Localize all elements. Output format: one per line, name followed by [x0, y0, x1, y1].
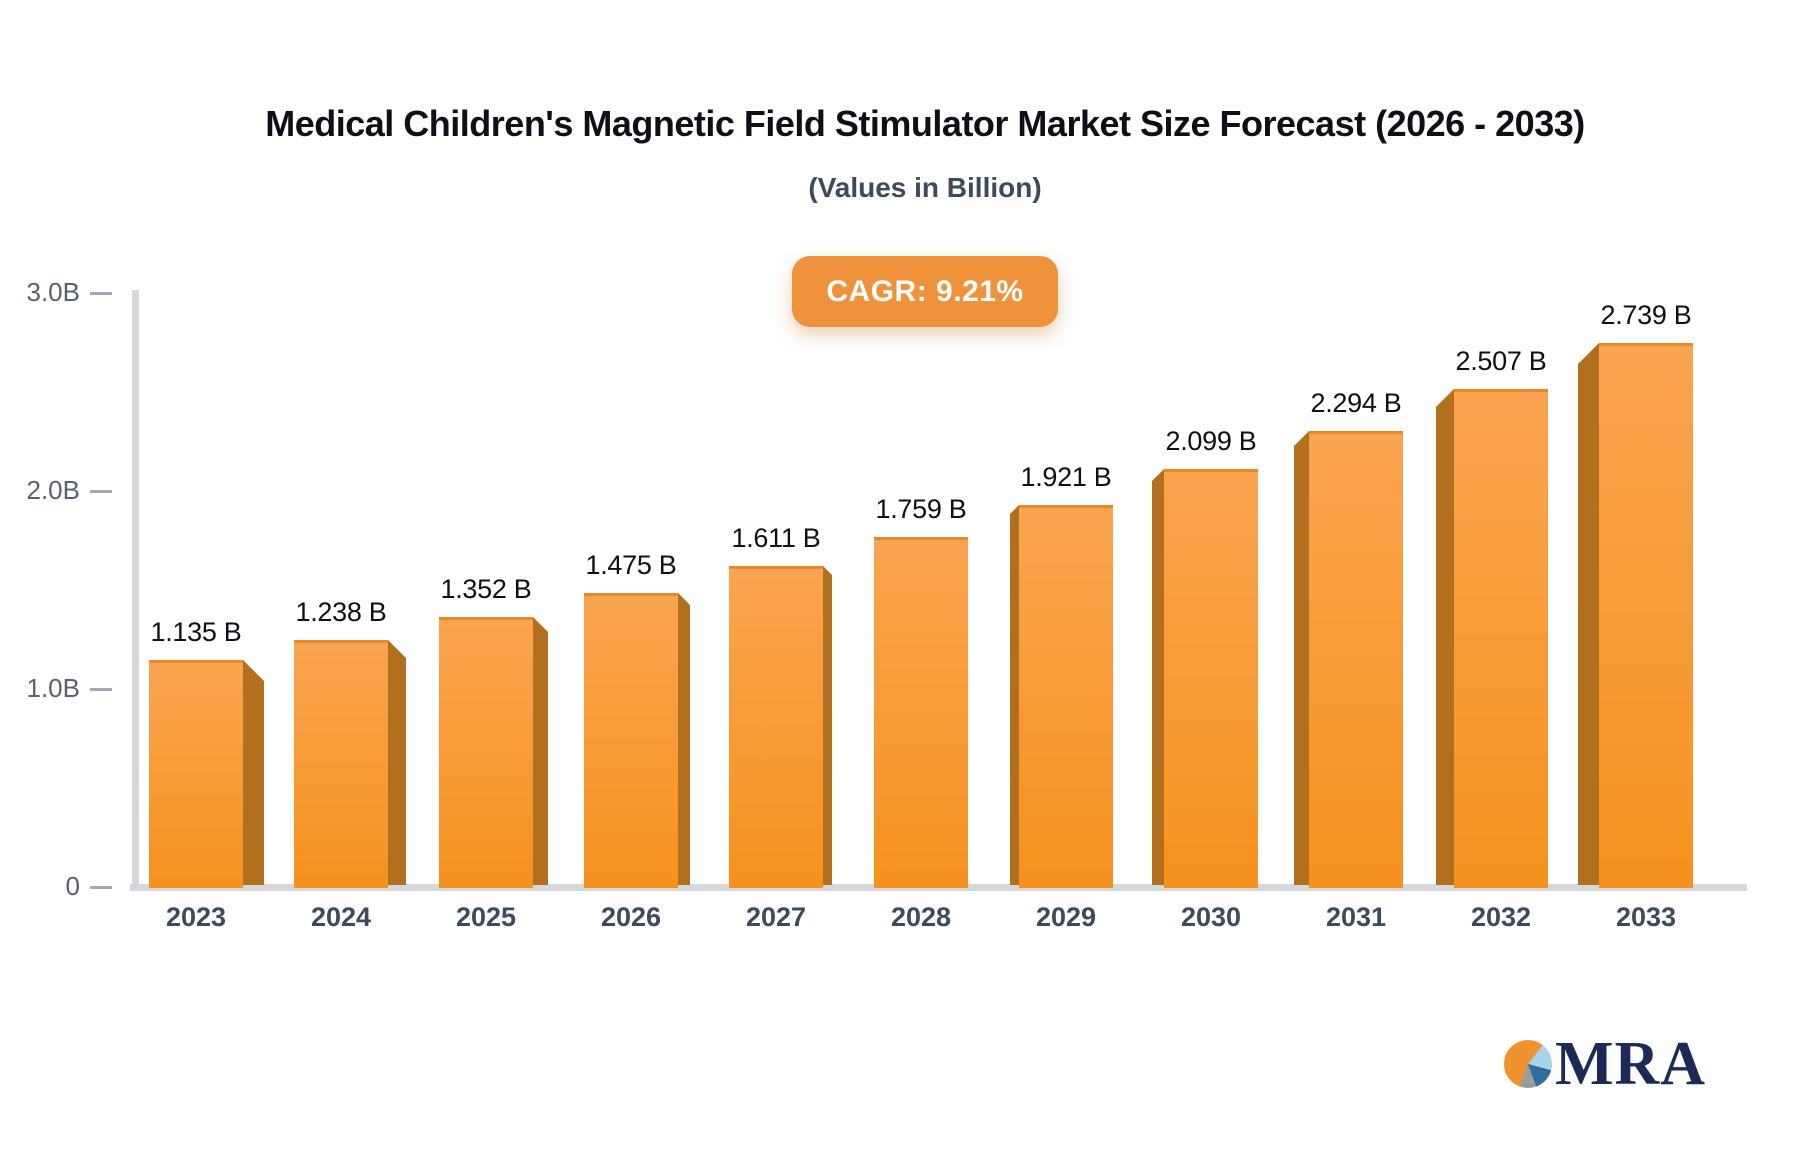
bar-side-face-2029 [1010, 505, 1019, 885]
y-tick-label-1.0B: 1.0B [26, 673, 81, 703]
bar-2031[interactable] [1309, 431, 1403, 888]
bar-side-face-2032 [1436, 389, 1454, 885]
bar-side-face-2023 [243, 660, 264, 885]
bar-side-face-2027 [823, 566, 832, 885]
bar-side-face-2031 [1294, 431, 1309, 885]
y-tick-label-0: 0 [65, 871, 80, 901]
x-tick-label-2023: 2023 [165, 902, 227, 932]
x-tick-label-2028: 2028 [890, 902, 952, 932]
bar-value-label-2027: 1.611 B [731, 523, 821, 553]
brand-logo[interactable]: MRA [1504, 1030, 1707, 1098]
bar-value-label-2026: 1.475 B [585, 550, 677, 580]
y-tick-label-3.0B: 3.0B [26, 277, 81, 307]
x-tick-label-2029: 2029 [1035, 902, 1097, 932]
logo-text: MRA [1555, 1030, 1707, 1098]
bar-value-label-2028: 1.759 B [875, 494, 967, 524]
bar-value-label-2032: 2.507 B [1455, 346, 1547, 376]
bar-value-label-2023: 1.135 B [150, 617, 242, 647]
x-tick-label-2032: 2032 [1470, 902, 1532, 932]
y-tick-mark [90, 292, 112, 295]
chart-subtitle: (Values in Billion) [808, 172, 1042, 203]
bar-value-label-2033: 2.739 B [1600, 300, 1692, 330]
bar-2028[interactable] [874, 537, 968, 888]
bar-2026[interactable] [584, 593, 678, 888]
x-tick-label-2025: 2025 [455, 902, 517, 932]
bar-2025[interactable] [439, 617, 533, 888]
bar-value-label-2025: 1.352 B [440, 574, 532, 604]
bar-side-face-2025 [533, 617, 548, 885]
y-tick-mark [90, 886, 112, 889]
bar-value-label-2024: 1.238 B [295, 597, 387, 627]
bar-value-label-2031: 2.294 B [1310, 388, 1402, 418]
bar-2024[interactable] [294, 640, 388, 888]
x-tick-label-2024: 2024 [310, 902, 372, 932]
x-tick-label-2026: 2026 [600, 902, 662, 932]
y-tick-label-2.0B: 2.0B [26, 475, 81, 505]
bar-2023[interactable] [149, 660, 243, 888]
bar-2032[interactable] [1454, 389, 1548, 888]
chart-title: Medical Children's Magnetic Field Stimul… [265, 103, 1585, 144]
bar-2030[interactable] [1164, 469, 1258, 888]
bar-2027[interactable] [729, 566, 823, 888]
x-tick-label-2030: 2030 [1180, 902, 1242, 932]
bar-side-face-2030 [1152, 469, 1164, 885]
x-tick-label-2027: 2027 [745, 902, 807, 932]
bar-2033[interactable] [1599, 343, 1693, 888]
x-tick-label-2031: 2031 [1325, 902, 1387, 932]
y-tick-mark [90, 490, 112, 493]
bar-side-face-2033 [1578, 343, 1599, 885]
y-tick-mark [90, 688, 112, 691]
bar-side-face-2024 [388, 640, 406, 885]
bar-side-face-2026 [678, 593, 690, 885]
cagr-badge: CAGR: 9.21% [792, 256, 1058, 327]
bar-value-label-2030: 2.099 B [1165, 426, 1257, 456]
bar-value-label-2029: 1.921 B [1020, 462, 1112, 492]
x-tick-label-2033: 2033 [1615, 902, 1677, 932]
cagr-badge-label: CAGR: 9.21% [826, 274, 1024, 308]
y-axis-line [132, 290, 139, 891]
bar-2029[interactable] [1019, 505, 1113, 888]
logo-pie-icon [1504, 1040, 1552, 1088]
